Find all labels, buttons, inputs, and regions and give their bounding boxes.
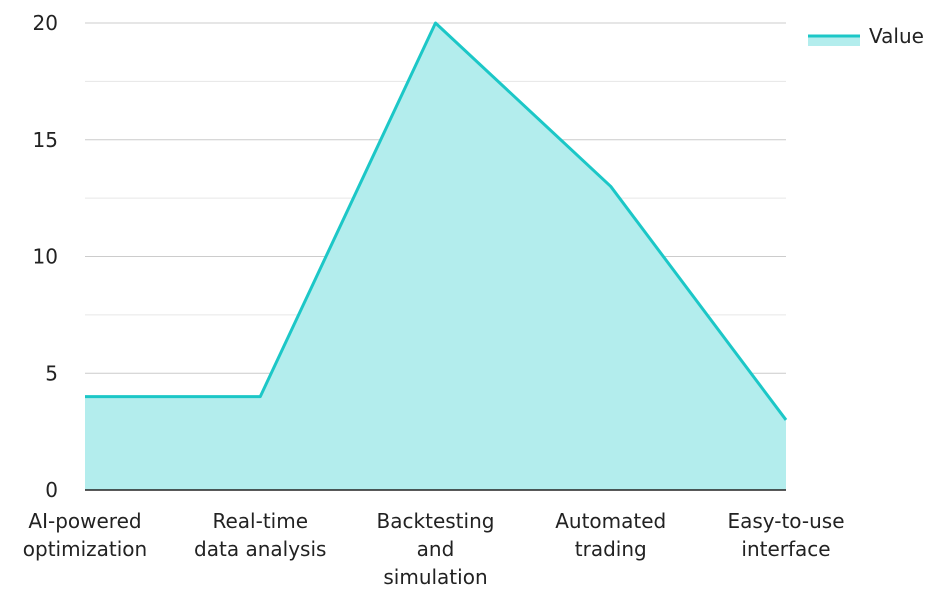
x-tick-label: AI-powered optimization [23, 509, 147, 561]
legend-swatch-fill [808, 36, 860, 46]
y-tick-label: 0 [45, 478, 58, 502]
x-axis-ticks: AI-powered optimization Real-time data anal… [23, 509, 845, 589]
legend-label: Value [869, 24, 924, 48]
x-tick-label: Automated trading [555, 509, 666, 561]
x-tick-label: Real-time data analysis [194, 509, 326, 561]
series-area [84, 21, 788, 490]
x-tick-label: Easy-to-use interface [727, 509, 844, 561]
y-tick-label: 20 [33, 11, 58, 35]
series-area-fill [85, 23, 786, 490]
x-tick-label: Backtesting and simulation [377, 509, 495, 589]
y-axis-ticks: 0 5 10 15 20 [33, 11, 58, 502]
y-tick-label: 15 [33, 128, 58, 152]
legend: Value [808, 24, 924, 48]
y-tick-label: 10 [33, 245, 58, 269]
y-tick-label: 5 [45, 361, 58, 385]
